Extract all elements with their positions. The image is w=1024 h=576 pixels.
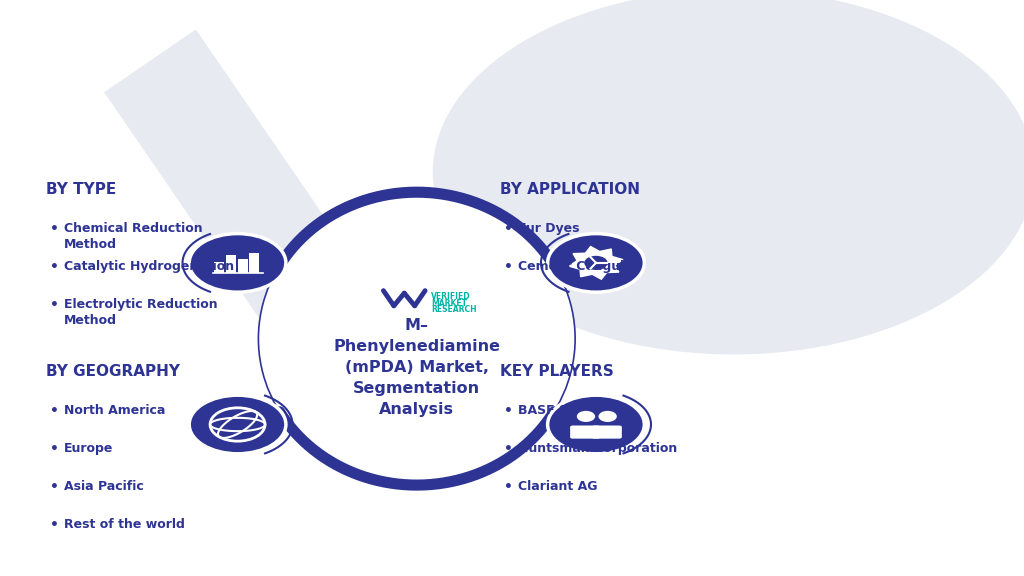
Ellipse shape bbox=[258, 192, 575, 485]
Text: RESEARCH: RESEARCH bbox=[431, 305, 477, 314]
Bar bbox=[249, 253, 259, 273]
Text: BY GEOGRAPHY: BY GEOGRAPHY bbox=[46, 364, 180, 379]
Text: •: • bbox=[50, 480, 59, 494]
Circle shape bbox=[189, 395, 286, 454]
Text: KEY PLAYERS: KEY PLAYERS bbox=[500, 364, 613, 379]
Text: BY APPLICATION: BY APPLICATION bbox=[500, 182, 640, 197]
Text: North America: North America bbox=[65, 404, 166, 417]
Bar bbox=[226, 255, 236, 273]
Circle shape bbox=[433, 0, 1024, 354]
Text: Electrolytic Reduction
Method: Electrolytic Reduction Method bbox=[65, 298, 218, 327]
Circle shape bbox=[585, 256, 607, 270]
Text: Asia Pacific: Asia Pacific bbox=[65, 480, 144, 493]
Circle shape bbox=[577, 411, 595, 422]
Bar bbox=[214, 262, 224, 273]
FancyBboxPatch shape bbox=[592, 426, 622, 439]
Text: Catalytic Hydrogenation: Catalytic Hydrogenation bbox=[65, 260, 234, 274]
Text: Fur Dyes: Fur Dyes bbox=[518, 222, 580, 236]
Text: •: • bbox=[504, 442, 513, 456]
Text: •: • bbox=[50, 404, 59, 418]
FancyBboxPatch shape bbox=[570, 426, 600, 439]
Text: MARKET: MARKET bbox=[431, 299, 467, 308]
Text: BY TYPE: BY TYPE bbox=[46, 182, 116, 197]
Text: Chemical Reduction
Method: Chemical Reduction Method bbox=[65, 222, 203, 252]
Circle shape bbox=[189, 234, 286, 292]
Circle shape bbox=[548, 234, 644, 292]
Text: •: • bbox=[504, 260, 513, 274]
Circle shape bbox=[598, 411, 616, 422]
Text: •: • bbox=[50, 260, 59, 274]
Text: •: • bbox=[504, 404, 513, 418]
Text: VERIFIED: VERIFIED bbox=[431, 292, 471, 301]
Text: •: • bbox=[50, 298, 59, 312]
Text: Clariant AG: Clariant AG bbox=[518, 480, 598, 493]
Bar bbox=[238, 259, 248, 273]
Text: M–
Phenylenediamine
(mPDA) Market,
Segmentation
Analysis: M– Phenylenediamine (mPDA) Market, Segme… bbox=[333, 319, 501, 418]
Text: •: • bbox=[50, 518, 59, 532]
Text: •: • bbox=[504, 222, 513, 237]
Text: Cement Coagulan: Cement Coagulan bbox=[518, 260, 642, 274]
Text: Rest of the world: Rest of the world bbox=[65, 518, 185, 531]
Circle shape bbox=[548, 395, 644, 454]
Text: •: • bbox=[50, 222, 59, 237]
Text: •: • bbox=[50, 442, 59, 456]
Polygon shape bbox=[569, 247, 623, 279]
Text: Europe: Europe bbox=[65, 442, 114, 455]
Text: •: • bbox=[504, 480, 513, 494]
Text: Huntsman Corporation: Huntsman Corporation bbox=[518, 442, 678, 455]
Text: BASF SE: BASF SE bbox=[518, 404, 577, 417]
